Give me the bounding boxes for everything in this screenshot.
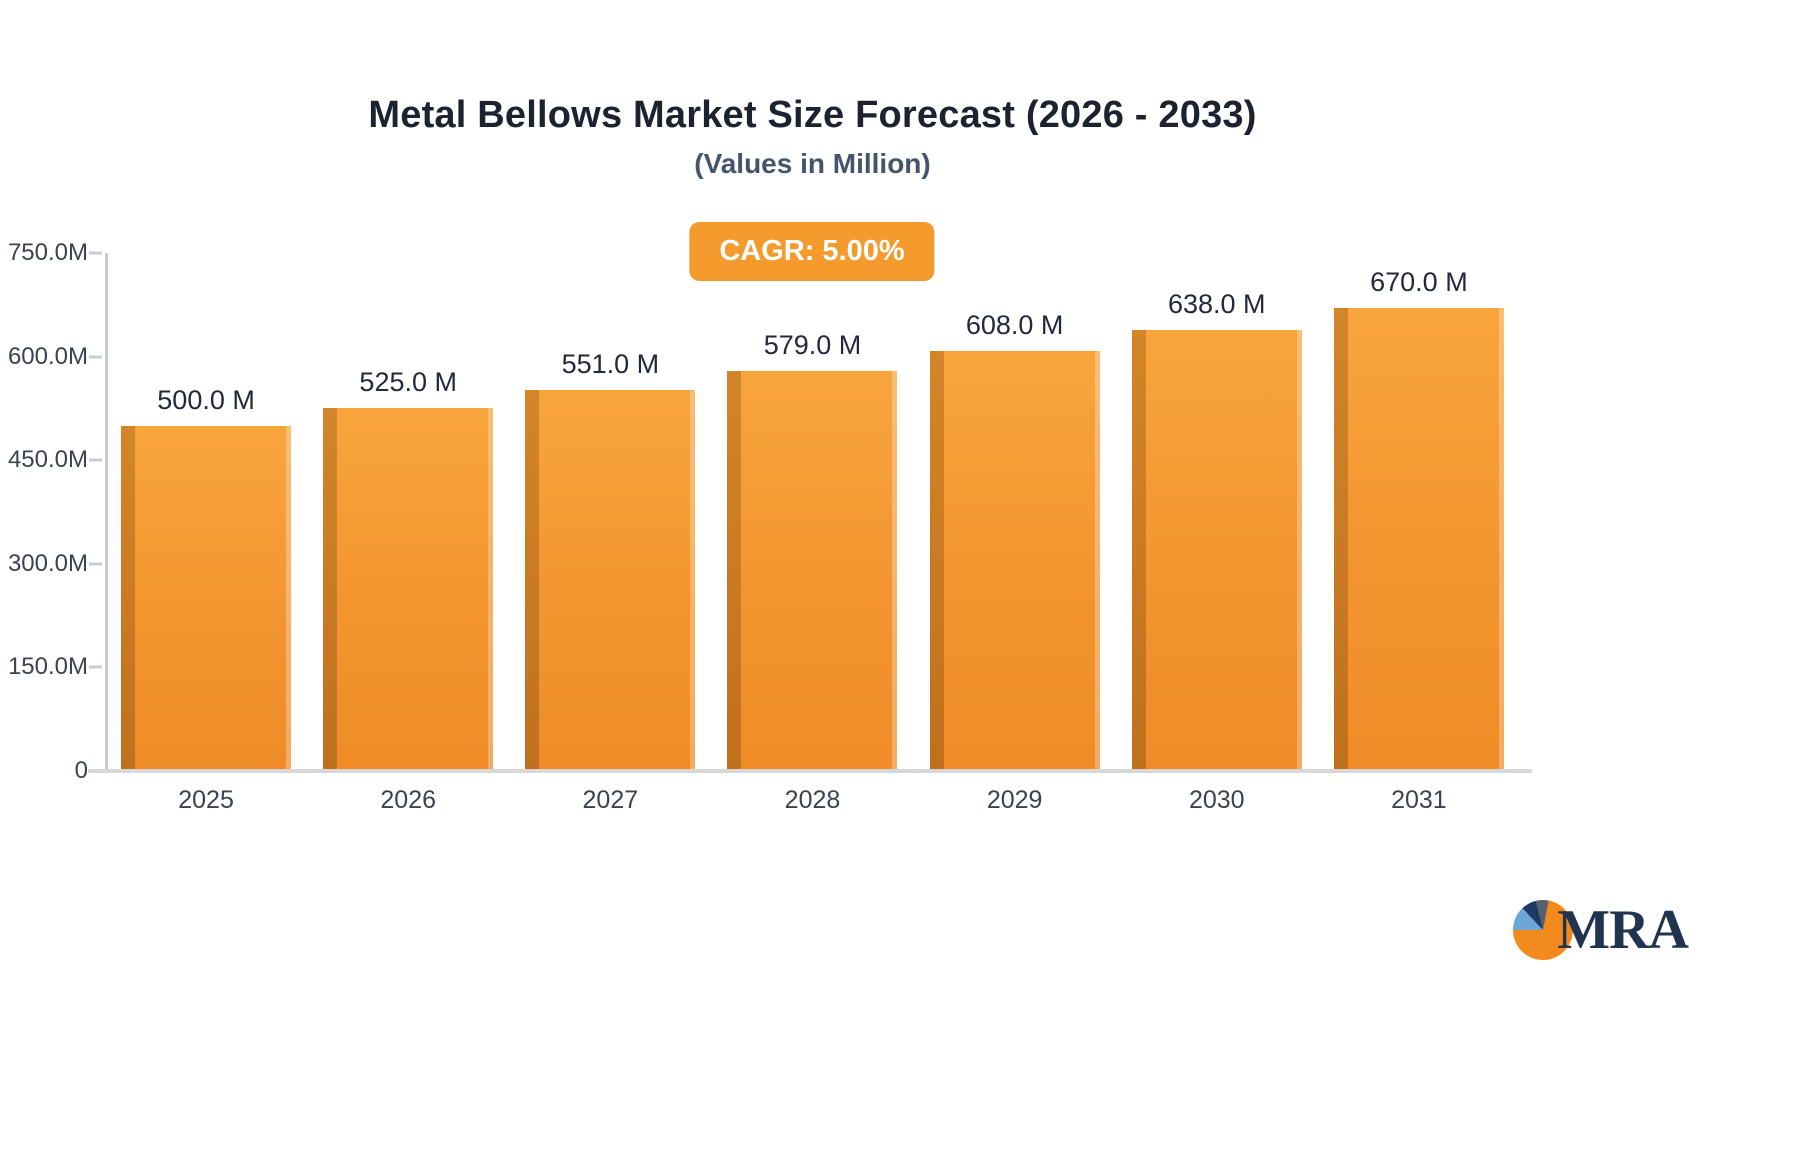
y-tick-mark (89, 458, 102, 462)
bar-left-edge (1333, 308, 1348, 771)
bar-right-highlight (690, 390, 696, 771)
bar-column: 500.0 M (105, 253, 307, 771)
bar-column: 608.0 M (914, 253, 1116, 771)
y-tick-label: 750.0M (7, 239, 88, 266)
y-axis-line (105, 253, 108, 771)
bar-left-edge (1131, 330, 1146, 771)
chart-title: Metal Bellows Market Size Forecast (2026… (368, 94, 1257, 136)
bar-column: 525.0 M (307, 253, 509, 771)
y-tick-label: 600.0M (7, 342, 88, 370)
bar-right-highlight (488, 408, 494, 771)
bar-column: 551.0 M (509, 253, 711, 771)
bar-left-edge (121, 425, 136, 771)
brand-logo-text: MRA (1557, 899, 1689, 961)
y-tick-mark (89, 665, 102, 669)
bar-left-edge (323, 408, 338, 771)
x-tick-label: 2030 (1188, 786, 1245, 814)
cagr-badge: CAGR: 5.00% (689, 222, 935, 281)
bar (727, 371, 898, 771)
bar-right-highlight (1296, 330, 1302, 771)
bar-right-highlight (892, 371, 898, 771)
y-tick-mark (89, 251, 102, 255)
y-axis-ticks (89, 251, 102, 773)
pie-logo-icon (1513, 900, 1574, 960)
bar-left-edge (525, 390, 540, 771)
bar-value-label: 551.0 M (561, 349, 660, 380)
y-tick-label: 300.0M (7, 549, 88, 577)
x-tick-label: 2027 (582, 786, 639, 814)
bar-value-label: 608.0 M (965, 310, 1064, 341)
x-axis-line (88, 769, 1532, 773)
bar (1333, 308, 1504, 771)
x-tick-label: 2028 (784, 786, 841, 814)
bar-left-edge (727, 371, 742, 771)
bar-value-label: 638.0 M (1167, 289, 1266, 320)
y-tick-label: 450.0M (7, 446, 88, 474)
chart-subtitle: (Values in Million) (694, 148, 931, 179)
bar-right-highlight (1498, 308, 1504, 771)
y-axis-labels: 0 150.0M 300.0M 450.0M 600.0M 750.0M (0, 239, 88, 784)
x-tick-label: 2026 (380, 786, 437, 814)
plot-area: 500.0 M 525.0 M 551.0 M 579.0 M 608.0 M 638.0… (88, 251, 1532, 773)
bar (525, 390, 696, 771)
bar (323, 408, 494, 771)
x-tick-label: 2025 (178, 786, 234, 814)
bar (929, 351, 1100, 771)
bar-value-label: 500.0 M (157, 384, 255, 415)
bar-value-label: 579.0 M (763, 330, 862, 361)
bar-value-label: 670.0 M (1370, 267, 1468, 298)
bar-left-edge (929, 351, 944, 771)
bar-right-highlight (286, 425, 292, 771)
y-tick-label: 150.0M (7, 653, 88, 681)
bar-column: 579.0 M (711, 253, 913, 771)
bar-series: 500.0 M 525.0 M 551.0 M 579.0 M 608.0 M 638.0… (105, 253, 1520, 771)
y-tick-mark (89, 355, 102, 359)
brand-logo: MRA (1513, 898, 1689, 962)
bar-column: 638.0 M (1116, 253, 1318, 771)
bar-value-label: 525.0 M (359, 367, 457, 398)
y-tick-mark (89, 562, 102, 566)
x-axis-labels: 2025 2026 2027 2028 2029 2030 2031 (105, 786, 1520, 815)
bar-right-highlight (1094, 351, 1100, 771)
bar (1131, 330, 1302, 771)
y-tick-label: 0 (74, 757, 88, 784)
bar (121, 425, 292, 771)
x-tick-label: 2029 (986, 786, 1043, 814)
bar-column: 670.0 M (1318, 253, 1520, 771)
x-tick-label: 2031 (1391, 786, 1447, 814)
